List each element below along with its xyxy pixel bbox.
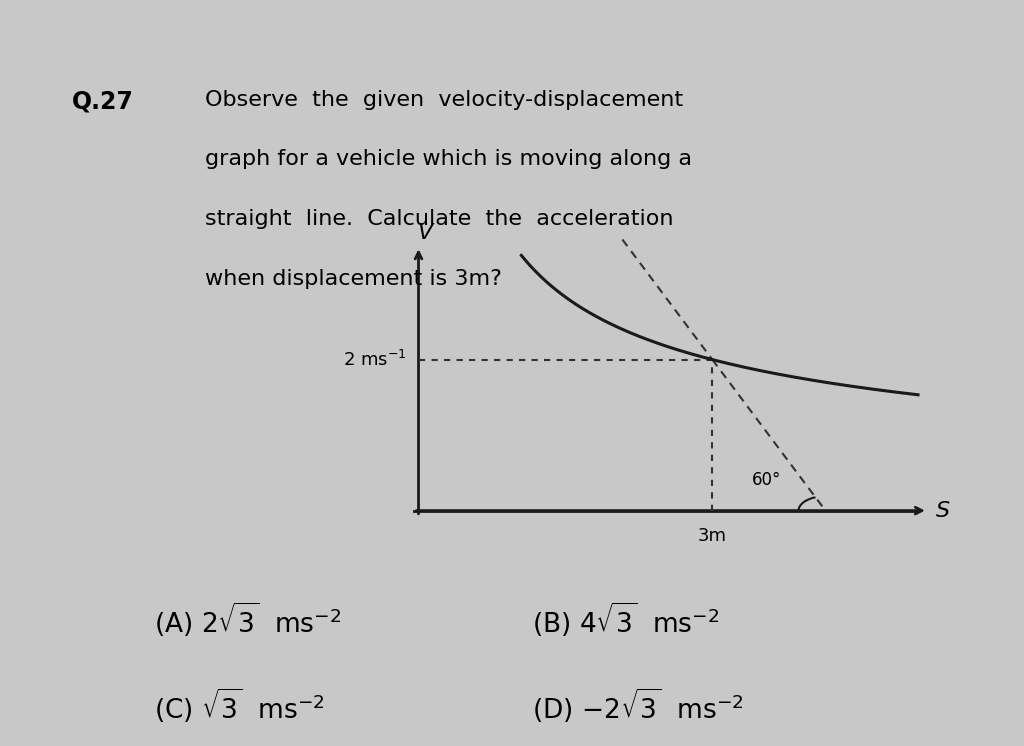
Text: (B) $4\sqrt{3}$  ms$^{-2}$: (B) $4\sqrt{3}$ ms$^{-2}$ [532,601,720,639]
Text: graph for a vehicle which is moving along a: graph for a vehicle which is moving alon… [205,149,692,169]
Text: 2 ms$^{-1}$: 2 ms$^{-1}$ [343,350,407,370]
Text: S: S [936,501,950,521]
Text: V: V [418,222,433,242]
Text: (C) $\sqrt{3}$  ms$^{-2}$: (C) $\sqrt{3}$ ms$^{-2}$ [154,686,325,725]
Text: 60°: 60° [752,471,781,489]
Text: 3m: 3m [697,527,727,545]
Text: straight  line.  Calculate  the  acceleration: straight line. Calculate the acceleratio… [205,209,674,229]
Text: when displacement is 3m?: when displacement is 3m? [205,269,502,289]
Text: (D) $-2\sqrt{3}$  ms$^{-2}$: (D) $-2\sqrt{3}$ ms$^{-2}$ [532,686,744,725]
Text: Observe  the  given  velocity-displacement: Observe the given velocity-displacement [205,90,683,110]
Text: Q.27: Q.27 [72,90,133,113]
Text: (A) $2\sqrt{3}$  ms$^{-2}$: (A) $2\sqrt{3}$ ms$^{-2}$ [154,601,341,639]
